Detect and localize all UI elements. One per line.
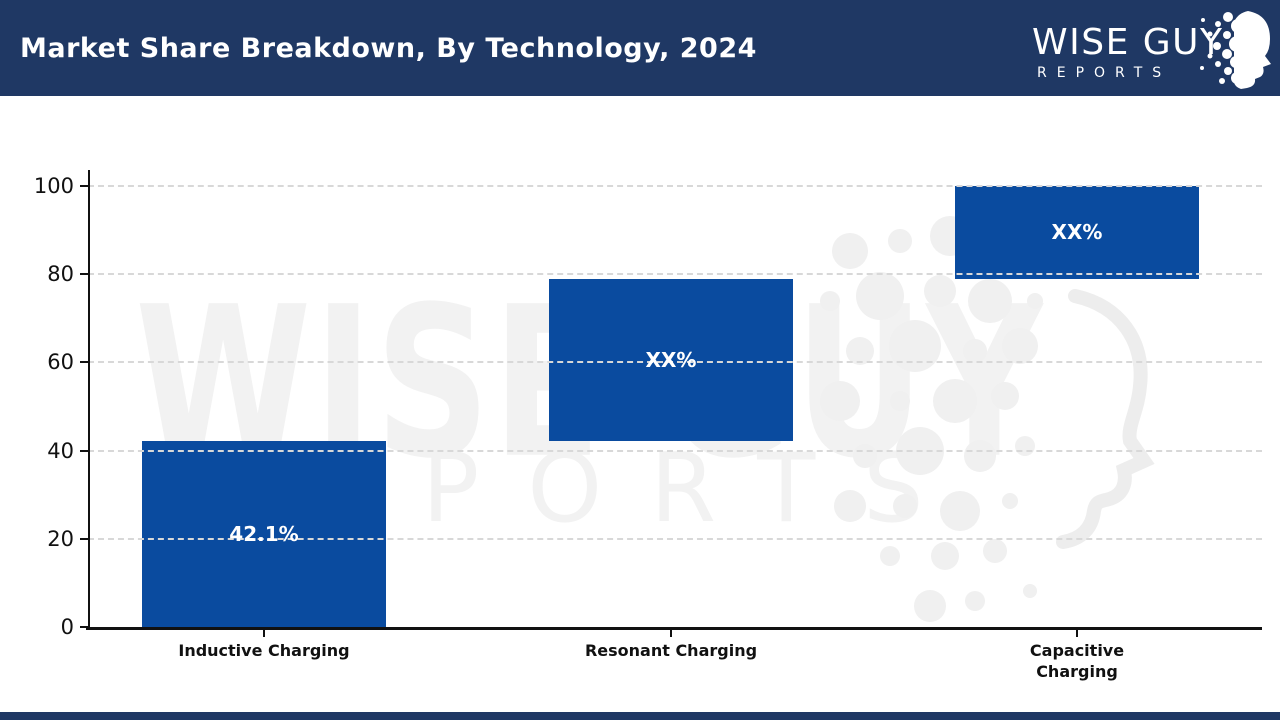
header-bar: Market Share Breakdown, By Technology, 2… xyxy=(0,0,1280,96)
logo-wordmark: WISE GUY xyxy=(1032,22,1224,63)
y-tick-mark xyxy=(80,626,88,628)
y-tick-label: 40 xyxy=(47,438,74,463)
y-tick-label: 100 xyxy=(33,174,74,198)
y-tick-label: 60 xyxy=(47,350,74,375)
gridline xyxy=(88,449,1262,452)
x-tick-mark xyxy=(670,630,672,637)
x-category-label: Inductive Charging xyxy=(178,641,350,660)
plot-area: WISE GUY REPORTS 4 xyxy=(0,96,1280,712)
y-tick-mark xyxy=(80,537,88,540)
x-tick-mark xyxy=(263,630,265,637)
x-category-label: Capacitive Charging xyxy=(1029,641,1125,681)
x-category-label: Resonant Charging xyxy=(584,641,758,660)
logo-face-icon xyxy=(1200,11,1271,89)
gridline xyxy=(88,537,1262,540)
bar-value-label: 42.1% xyxy=(229,522,299,547)
x-axis-line xyxy=(86,627,1262,630)
gridline xyxy=(88,185,1262,187)
logo-subtext: REPORTS xyxy=(1037,65,1171,81)
wiseguy-reports-logo: WISE GUY REPORTS xyxy=(1032,11,1271,89)
y-tick-mark xyxy=(80,273,88,276)
y-axis-line xyxy=(88,170,90,630)
x-tick-mark xyxy=(1076,630,1078,637)
y-tick-label: 0 xyxy=(60,615,74,639)
watermark-face-profile xyxy=(1056,289,1155,549)
bar-value-label: XX% xyxy=(645,347,697,372)
y-tick-mark xyxy=(80,361,88,364)
bar-segment xyxy=(549,278,793,442)
y-tick-label: 20 xyxy=(47,526,74,551)
gridline xyxy=(88,361,1262,364)
bar-segment xyxy=(142,441,386,627)
y-tick-label: 80 xyxy=(47,262,74,287)
y-tick-mark xyxy=(80,185,88,187)
y-tick-mark xyxy=(80,449,88,452)
gridline xyxy=(88,273,1262,276)
footer-bar xyxy=(0,712,1280,720)
chart-title: Market Share Breakdown, By Technology, 2… xyxy=(20,32,757,64)
bar-value-label: XX% xyxy=(1051,220,1103,245)
